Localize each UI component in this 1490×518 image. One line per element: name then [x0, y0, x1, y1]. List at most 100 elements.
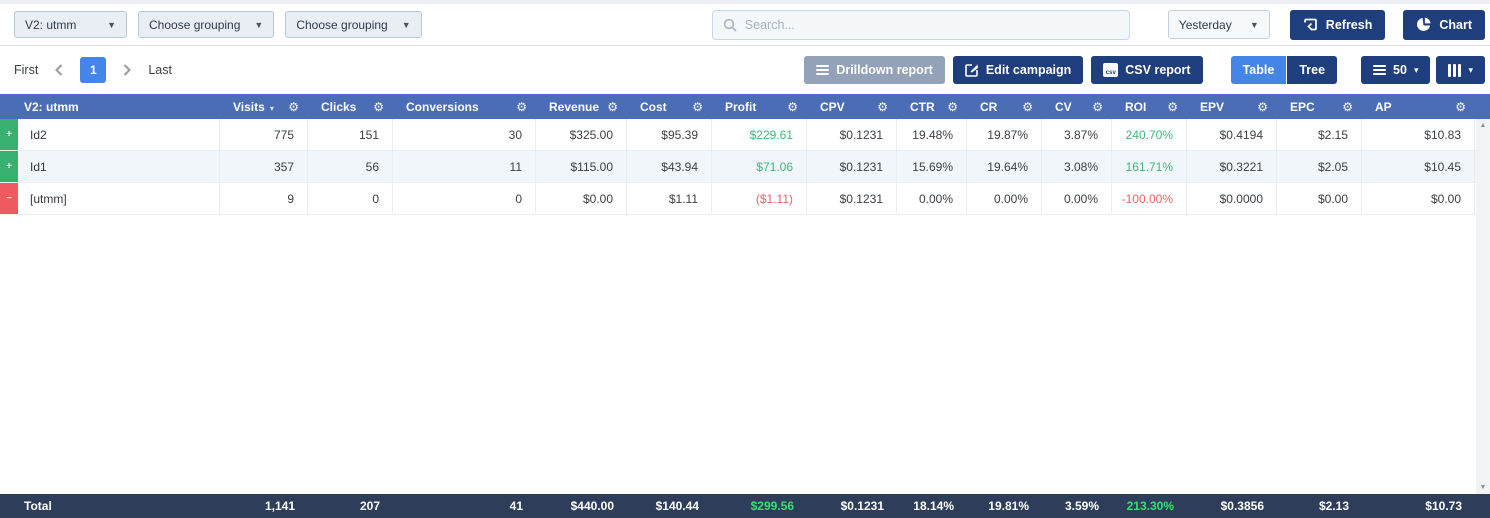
- column-settings-gear-icon[interactable]: ⚙: [516, 99, 527, 114]
- cell-roi: 240.70%: [1112, 119, 1187, 150]
- column-header-epc[interactable]: EPC ⚙: [1277, 94, 1362, 119]
- cell-ap: $10.83: [1362, 119, 1475, 150]
- cell-conversions: 30: [393, 119, 536, 150]
- column-label: Profit: [725, 99, 757, 114]
- cell-cv: 3.87%: [1042, 119, 1112, 150]
- grouping-select-2[interactable]: Choose grouping ▼: [138, 11, 275, 38]
- total-cv: 3.59%: [1064, 499, 1099, 513]
- cell-cost: $43.94: [627, 151, 712, 182]
- total-cpv: $0.1231: [840, 499, 884, 513]
- column-header-visits[interactable]: Visits ▾ ⚙: [220, 94, 308, 119]
- csv-report-button[interactable]: csv CSV report: [1091, 56, 1203, 84]
- grouping-select-3[interactable]: Choose grouping ▼: [285, 11, 422, 38]
- scroll-down-icon[interactable]: ▼: [1479, 484, 1487, 491]
- scroll-up-icon[interactable]: ▲: [1479, 122, 1487, 129]
- cell-visits: 775: [220, 119, 308, 150]
- table-total-row: Total 1,141 207 41 $440.00 $140.44 $299.56 $0.1…: [0, 494, 1490, 518]
- cell-cost: $95.39: [627, 119, 712, 150]
- cell-cv: 3.08%: [1042, 151, 1112, 182]
- column-label: CV: [1055, 99, 1072, 114]
- column-settings-gear-icon[interactable]: ⚙: [607, 99, 618, 114]
- column-header-clicks[interactable]: Clicks ⚙: [308, 94, 393, 119]
- pagination-next-icon[interactable]: [123, 64, 132, 76]
- column-settings-gear-icon[interactable]: ⚙: [373, 99, 384, 114]
- cell-cr: 0.00%: [967, 183, 1042, 214]
- column-settings-gear-icon[interactable]: ⚙: [947, 99, 958, 114]
- view-table-button[interactable]: Table: [1230, 56, 1287, 84]
- drilldown-report-button[interactable]: Drilldown report: [804, 56, 945, 84]
- cell-revenue: $325.00: [536, 119, 627, 150]
- cell-cpv: $0.1231: [807, 151, 897, 182]
- column-label: ROI: [1125, 99, 1147, 114]
- cell-profit: ($1.11): [712, 183, 807, 214]
- cell-ctr: 0.00%: [897, 183, 967, 214]
- caret-down-icon: ▼: [1249, 19, 1259, 30]
- pagination-first[interactable]: First: [14, 63, 39, 77]
- view-tree-button[interactable]: Tree: [1287, 56, 1338, 84]
- cell-ap: $0.00: [1362, 183, 1475, 214]
- date-range-select[interactable]: Yesterday ▼: [1167, 10, 1270, 39]
- column-settings-gear-icon[interactable]: ⚙: [877, 99, 888, 114]
- table-row[interactable]: + Id1 357 56 11 $115.00 $43.94 $71.06 $0.1231 15.…: [0, 151, 1490, 183]
- column-header-cr[interactable]: CR ⚙: [967, 94, 1042, 119]
- column-label: CR: [980, 99, 998, 114]
- column-settings-gear-icon[interactable]: ⚙: [1167, 99, 1178, 114]
- column-header-cpv[interactable]: CPV ⚙: [807, 94, 897, 119]
- cell-clicks: 56: [308, 151, 393, 182]
- pagination-prev-icon[interactable]: [55, 64, 63, 76]
- cell-epv: $0.4194: [1187, 119, 1277, 150]
- edit-icon: [965, 64, 978, 77]
- column-header-revenue[interactable]: Revenue ⚙: [536, 94, 627, 119]
- column-header-profit[interactable]: Profit ⚙: [712, 94, 807, 119]
- column-settings-gear-icon[interactable]: ⚙: [1257, 99, 1268, 114]
- total-roi: 213.30%: [1126, 499, 1174, 513]
- page-size-select[interactable]: 50 ▾: [1361, 56, 1431, 84]
- column-header-cost[interactable]: Cost ⚙: [627, 94, 712, 119]
- column-header-roi[interactable]: ROI ⚙: [1112, 94, 1187, 119]
- columns-select[interactable]: ▾: [1436, 56, 1485, 84]
- search-box[interactable]: [711, 9, 1130, 40]
- total-profit: $299.56: [750, 499, 794, 513]
- row-name: Id2: [30, 127, 47, 142]
- cell-cr: 19.87%: [967, 119, 1042, 150]
- column-settings-gear-icon[interactable]: ⚙: [692, 99, 703, 114]
- column-header-ap[interactable]: AP ⚙: [1362, 94, 1475, 119]
- pagination-page-1[interactable]: 1: [80, 57, 107, 83]
- cell-conversions: 0: [393, 183, 536, 214]
- search-input[interactable]: [744, 17, 1119, 32]
- column-settings-gear-icon[interactable]: ⚙: [787, 99, 798, 114]
- table-row[interactable]: − [utmm] 9 0 0 $0.00 $1.11 ($1.11) $0.1231 0.00% 0…: [0, 183, 1490, 215]
- chart-label: Chart: [1439, 17, 1472, 32]
- chart-button[interactable]: Chart: [1403, 9, 1485, 40]
- cell-conversions: 11: [393, 151, 536, 182]
- cell-cost: $1.11: [627, 183, 712, 214]
- total-ctr: 18.14%: [913, 499, 954, 513]
- edit-campaign-button[interactable]: Edit campaign: [952, 56, 1084, 84]
- drilldown-report-label: Drilldown report: [836, 63, 933, 77]
- refresh-button[interactable]: Refresh: [1289, 9, 1386, 40]
- refresh-icon: [1303, 18, 1317, 30]
- column-header-ctr[interactable]: CTR ⚙: [897, 94, 967, 119]
- column-settings-gear-icon[interactable]: ⚙: [1342, 99, 1353, 114]
- pagination-last[interactable]: Last: [148, 63, 172, 77]
- grouping-select-1[interactable]: V2: utmm ▼: [14, 11, 127, 38]
- column-header-cv[interactable]: CV ⚙: [1042, 94, 1112, 119]
- column-header-name[interactable]: V2: utmm: [0, 94, 220, 119]
- cell-ap: $10.45: [1362, 151, 1475, 182]
- cell-visits: 9: [220, 183, 308, 214]
- table-row[interactable]: + Id2 775 151 30 $325.00 $95.39 $229.61 $0.1231 1…: [0, 119, 1490, 151]
- column-header-epv[interactable]: EPV ⚙: [1187, 94, 1277, 119]
- row-status-indicator: +: [0, 151, 18, 182]
- vertical-scrollbar[interactable]: ▲ ▼: [1476, 119, 1490, 494]
- header-filler: [1475, 94, 1490, 119]
- cell-epv: $0.3221: [1187, 151, 1277, 182]
- row-name: Id1: [30, 159, 47, 174]
- column-settings-gear-icon[interactable]: ⚙: [288, 99, 299, 114]
- column-settings-gear-icon[interactable]: ⚙: [1022, 99, 1033, 114]
- edit-campaign-label: Edit campaign: [985, 63, 1072, 77]
- column-settings-gear-icon[interactable]: ⚙: [1455, 99, 1466, 114]
- column-header-conversions[interactable]: Conversions ⚙: [393, 94, 536, 119]
- column-settings-gear-icon[interactable]: ⚙: [1092, 99, 1103, 114]
- column-label: CPV: [820, 99, 845, 114]
